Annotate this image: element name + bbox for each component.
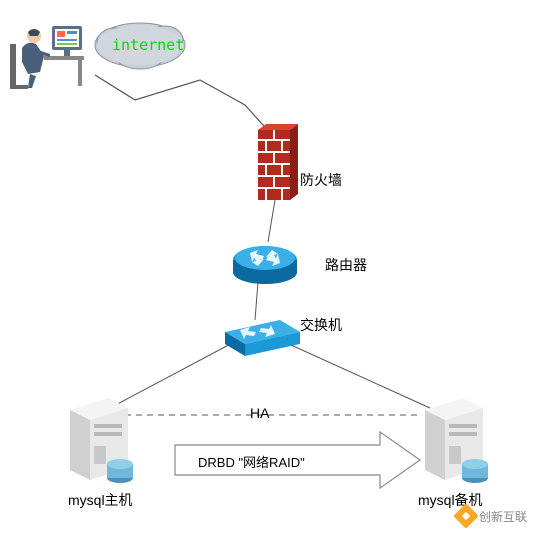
edge-firewall-router [268,200,275,242]
switch-icon [225,320,300,356]
watermark-icon [453,503,478,528]
network-diagram: internet 防火墙 路由器 交换机 mysql主机 mysql备机 HA … [0,0,535,533]
router-icon [233,246,297,284]
watermark: 创新互联 [457,507,527,525]
internet-label: internet [112,36,184,54]
user-icon [10,26,84,89]
edge-switch-standby [280,340,430,408]
ha-label: HA [250,405,269,421]
watermark-text: 创新互联 [479,508,527,525]
edge-switch-primary [110,340,238,408]
router-label: 路由器 [325,255,367,275]
mysql-primary-label: mysql主机 [68,490,133,510]
switch-label: 交换机 [300,315,342,335]
drbd-label: DRBD "网络RAID" [198,452,305,471]
firewall-label: 防火墙 [300,170,342,190]
edge-router-switch [255,282,258,320]
mysql-primary-icon [70,398,133,483]
edge-user-firewall [95,75,272,135]
mysql-standby-icon [425,398,488,483]
firewall-icon [258,124,298,200]
